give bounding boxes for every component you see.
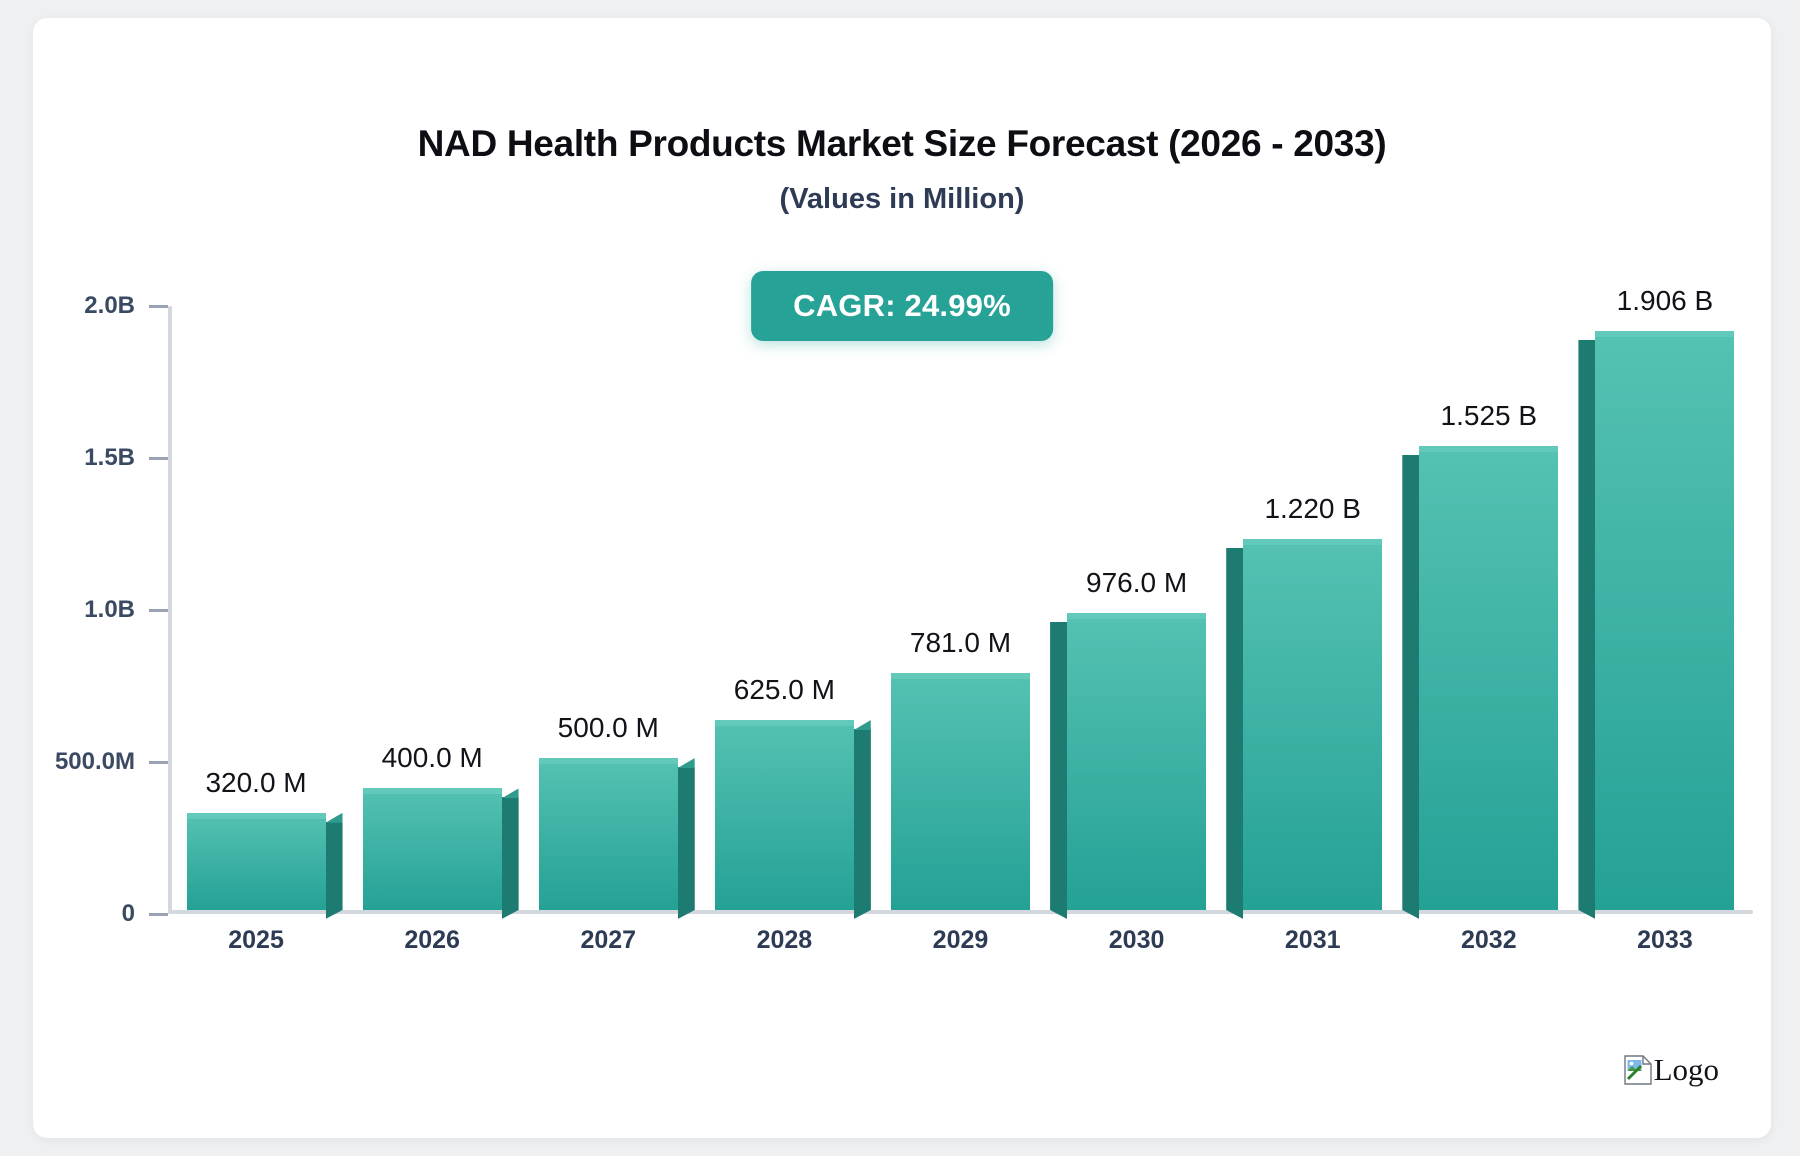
bar-top-face	[1243, 539, 1383, 546]
bar[interactable]: 781.0 M	[890, 627, 1030, 910]
y-axis-tick: 1.5B	[43, 444, 168, 472]
y-axis-tick-label: 2.0B	[84, 292, 135, 319]
bar-front-face	[362, 788, 502, 910]
bar-value-label: 1.525 B	[1440, 400, 1538, 432]
bar[interactable]: 976.0 M	[1067, 567, 1207, 910]
x-axis-label: 2031	[1284, 926, 1341, 954]
bar[interactable]: 1.906 B	[1595, 285, 1735, 910]
bar-top-face	[1067, 613, 1207, 620]
x-axis-label: 2025	[228, 926, 284, 954]
y-axis-tick-label: 0	[121, 900, 135, 927]
bar[interactable]: 400.0 M	[362, 742, 502, 910]
y-axis-tick-mark	[149, 760, 168, 764]
y-axis-line	[168, 306, 172, 914]
x-axis-labels: 2025 2026 2027 2028 2029 2030 2031 2032 2033	[168, 926, 1753, 955]
broken-image-icon	[1623, 1055, 1652, 1085]
bar-value-label: 1.906 B	[1616, 284, 1714, 316]
plot-area: 0 500.0M 1.0B 1.5B 2.0B 320.0 M 400.0 M 500.0 …	[55, 285, 1753, 927]
bar-side-face	[1050, 622, 1067, 919]
logo: Logo	[1623, 1052, 1719, 1088]
y-axis-tick-mark	[149, 304, 168, 308]
bar-front-face	[1067, 613, 1207, 910]
x-axis-label: 2027	[580, 926, 637, 954]
y-axis-tick-mark	[149, 608, 168, 612]
bar-top-face	[714, 720, 854, 726]
chart-subtitle: (Values in Million)	[779, 183, 1025, 215]
x-axis-label: 2029	[932, 926, 989, 954]
y-axis-tick: 0	[43, 900, 168, 928]
bar-side-face	[326, 822, 343, 919]
bar-slot: 625.0 M	[696, 306, 872, 910]
bar-front-face	[890, 672, 1030, 910]
logo-label: Logo	[1653, 1052, 1719, 1087]
bar-value-label: 781.0 M	[909, 626, 1012, 658]
bar-slot: 320.0 M	[168, 306, 344, 910]
bar-top-face	[1419, 446, 1559, 453]
bar-slot: 400.0 M	[344, 306, 520, 910]
bar-value-label: 500.0 M	[557, 712, 659, 743]
bar[interactable]: 625.0 M	[714, 674, 854, 910]
bar-slot: 1.906 B	[1577, 285, 1753, 910]
y-axis-tick-label: 1.5B	[84, 444, 135, 471]
bar[interactable]: 500.0 M	[538, 712, 678, 910]
bar-front-face	[1243, 539, 1383, 910]
cagr-badge: CAGR: 24.99%	[751, 271, 1053, 341]
bar-side-face	[678, 767, 695, 919]
bar-slot: 1.525 B	[1401, 306, 1577, 910]
y-axis-tick-mark	[149, 456, 168, 460]
bar-side-face	[502, 797, 519, 919]
bar-front-face	[1595, 330, 1735, 910]
bar-series: 320.0 M 400.0 M 500.0 M 625.0 M 781.0 M 976.0…	[168, 285, 1753, 910]
bar-side-face	[854, 729, 871, 919]
bar[interactable]: 320.0 M	[186, 767, 326, 910]
bar-value-label: 400.0 M	[381, 742, 483, 774]
bar-value-label: 320.0 M	[205, 766, 307, 798]
bar-slot: 1.220 B	[1225, 306, 1401, 910]
bar-slot: 781.0 M	[872, 306, 1048, 910]
x-axis-label: 2030	[1108, 926, 1165, 954]
bar-value-label: 625.0 M	[733, 674, 835, 705]
x-axis-label: 2028	[756, 926, 813, 954]
chart-title: NAD Health Products Market Size Forecast…	[417, 123, 1387, 164]
bar-top-face	[538, 758, 678, 764]
y-axis-tick-label: 500.0M	[54, 748, 135, 775]
x-axis-label: 2026	[404, 926, 460, 954]
bar-front-face	[538, 758, 678, 910]
y-axis-tick: 1.0B	[43, 596, 168, 624]
bar-front-face	[186, 812, 326, 910]
bar-side-face	[1578, 340, 1595, 919]
bar-slot: 976.0 M	[1049, 306, 1225, 910]
x-axis-label: 2032	[1461, 926, 1517, 954]
bar-top-face	[362, 788, 502, 795]
bar-slot: 500.0 M	[520, 306, 696, 910]
bar-side-face	[1402, 455, 1419, 919]
y-axis-tick-label: 1.0B	[84, 596, 135, 623]
bar-top-face	[1595, 330, 1735, 337]
bar-top-face	[890, 672, 1030, 679]
y-axis-tick: 2.0B	[43, 292, 168, 320]
bar-side-face	[1226, 548, 1243, 919]
bar[interactable]: 1.220 B	[1243, 493, 1383, 910]
y-axis-tick: 500.0M	[43, 748, 168, 776]
bar-value-label: 1.220 B	[1264, 493, 1361, 525]
bar-top-face	[186, 812, 326, 819]
chart-card: NAD Health Products Market Size Forecast…	[33, 18, 1771, 1138]
x-axis-label: 2033	[1637, 926, 1693, 954]
bar[interactable]: 1.525 B	[1419, 400, 1559, 910]
y-axis-tick-mark	[149, 912, 168, 916]
bar-front-face	[1419, 446, 1559, 910]
x-axis-baseline	[168, 910, 1753, 914]
bar-value-label: 976.0 M	[1086, 567, 1188, 599]
bar-front-face	[714, 720, 854, 910]
